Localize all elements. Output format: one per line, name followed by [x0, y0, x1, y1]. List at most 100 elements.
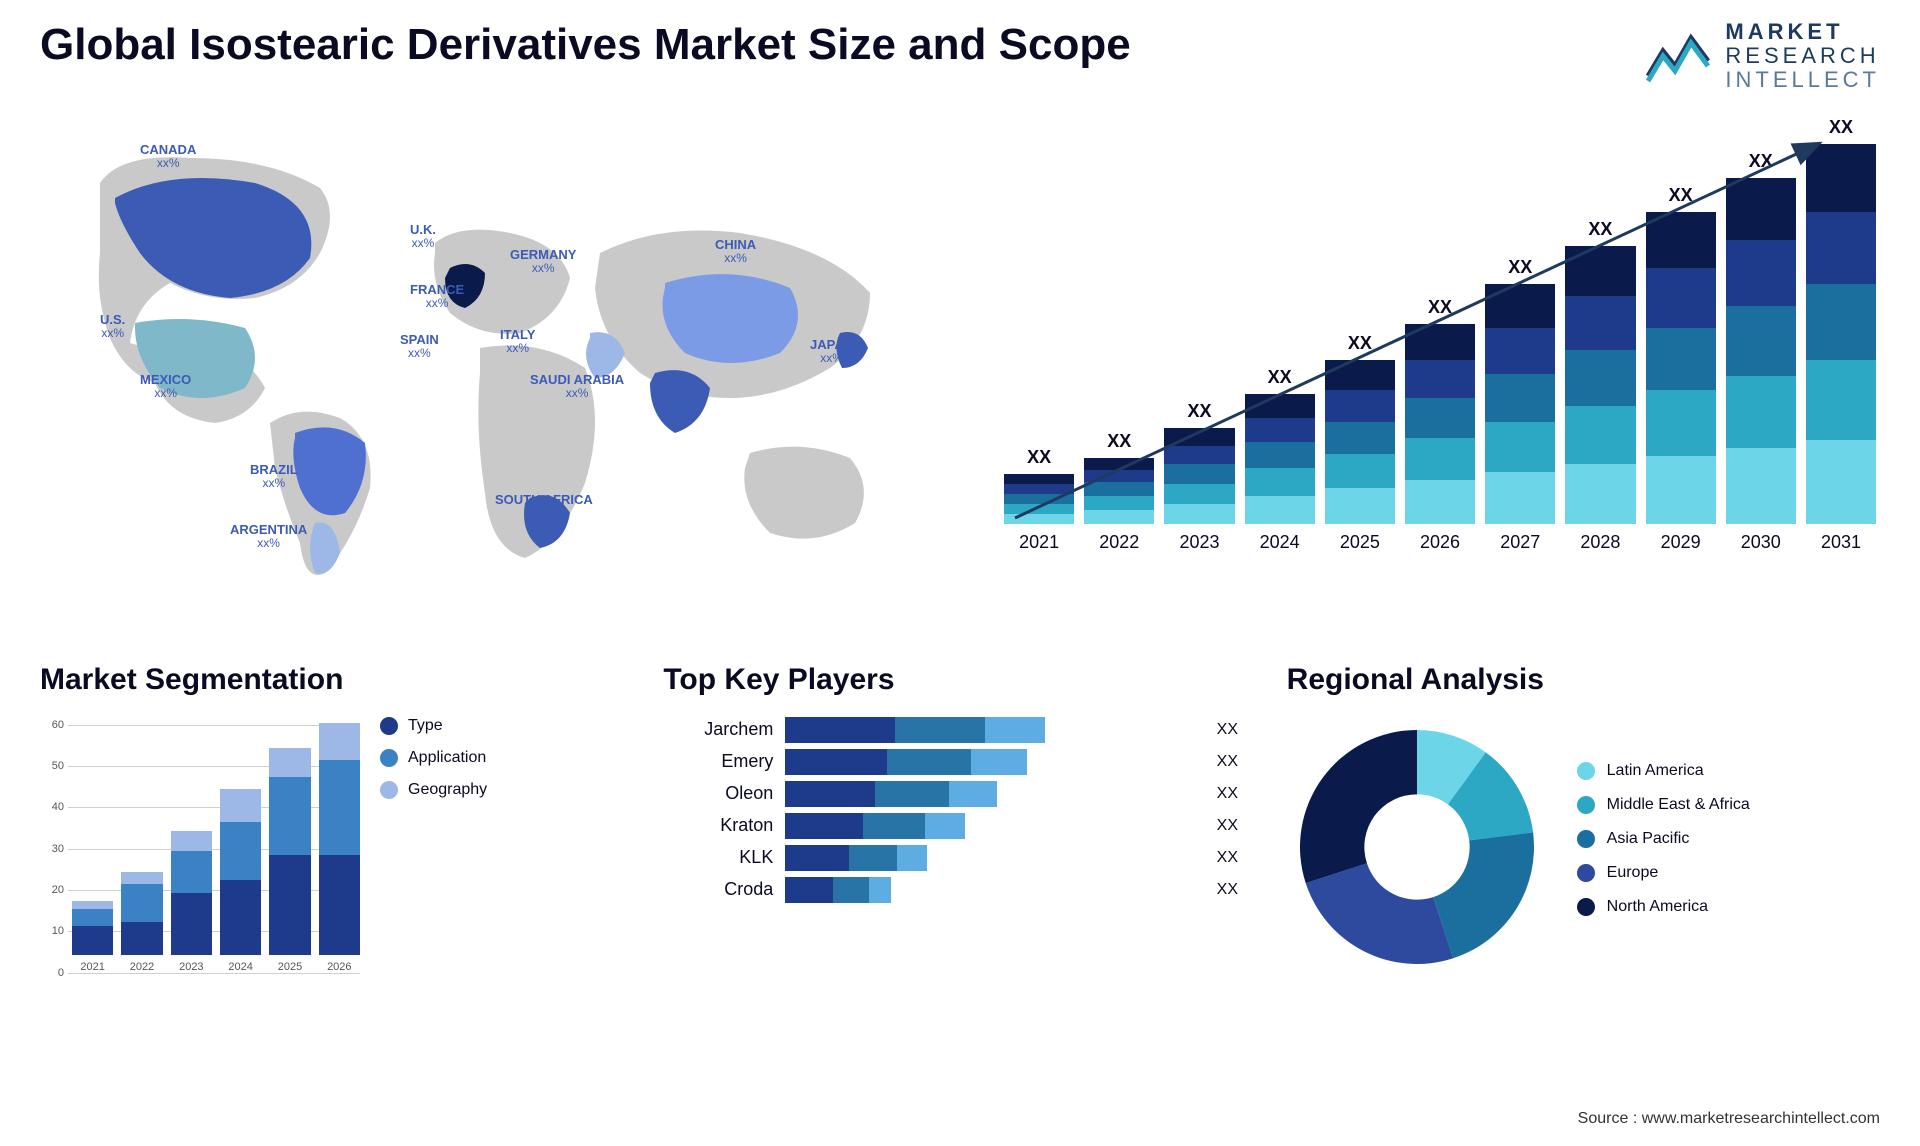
player-bar-segment	[785, 877, 833, 903]
bar-segment	[1004, 484, 1074, 494]
y-tick-label: 30	[40, 843, 64, 855]
bar-segment	[1806, 284, 1876, 360]
seg-bar-2026: 2026	[319, 723, 360, 972]
segmentation-chart: 0102030405060202120222023202420252026	[40, 717, 360, 997]
seg-segment	[72, 926, 113, 955]
seg-segment	[171, 893, 212, 955]
bar-segment	[1806, 144, 1876, 212]
map-label-u-k-: U.K.xx%	[410, 223, 436, 250]
bar-segment	[1565, 246, 1635, 296]
segmentation-legend: Type Application Geography	[380, 717, 487, 997]
seg-legend-item: Type	[380, 717, 487, 735]
bar-segment	[1164, 464, 1234, 484]
map-label-mexico: MEXICOxx%	[140, 373, 191, 400]
player-name: Croda	[663, 879, 773, 900]
growth-bar-2030: XX2030	[1726, 151, 1796, 553]
bar-segment	[1485, 472, 1555, 524]
player-value-label: XX	[1217, 785, 1257, 803]
bar-segment	[1084, 458, 1154, 470]
legend-label: North America	[1607, 898, 1708, 916]
map-label-france: FRANCExx%	[410, 283, 464, 310]
player-value-label: XX	[1217, 817, 1257, 835]
player-name: Kraton	[663, 815, 773, 836]
player-bar-segment	[925, 813, 965, 839]
player-bar	[785, 845, 927, 871]
bar-segment	[1405, 480, 1475, 524]
player-bar-segment	[897, 845, 927, 871]
bar-value-label: XX	[1348, 333, 1372, 354]
top-row: CANADAxx%U.S.xx%MEXICOxx%BRAZILxx%ARGENT…	[40, 123, 1880, 623]
player-bar	[785, 781, 997, 807]
map-label-canada: CANADAxx%	[140, 143, 196, 170]
header: Global Isostearic Derivatives Market Siz…	[40, 20, 1880, 93]
legend-label: Middle East & Africa	[1607, 796, 1750, 814]
seg-segment	[171, 831, 212, 852]
seg-segment	[220, 789, 261, 822]
seg-segment	[220, 880, 261, 954]
y-tick-label: 10	[40, 925, 64, 937]
page-title: Global Isostearic Derivatives Market Siz…	[40, 20, 1131, 70]
player-bar-segment	[875, 781, 949, 807]
bar-segment	[1485, 328, 1555, 374]
legend-dot-icon	[380, 781, 398, 799]
growth-bar-2028: XX2028	[1565, 219, 1635, 553]
bar-segment	[1726, 240, 1796, 306]
bar-segment	[1565, 350, 1635, 406]
map-label-u-s-: U.S.xx%	[100, 313, 125, 340]
year-label: 2026	[1420, 532, 1460, 553]
y-tick-label: 40	[40, 801, 64, 813]
player-bar-segment	[949, 781, 997, 807]
growth-bar-2029: XX 2029	[1646, 185, 1716, 553]
player-bar-segment	[785, 781, 875, 807]
donut-legend-item: Latin America	[1577, 762, 1750, 780]
year-label: 2023	[1179, 532, 1219, 553]
legend-label: Geography	[408, 781, 487, 799]
y-tick-label: 60	[40, 719, 64, 731]
seg-segment	[171, 851, 212, 892]
seg-segment	[269, 748, 310, 777]
bar-segment	[1806, 360, 1876, 440]
bar-segment	[1726, 178, 1796, 240]
year-label: 2021	[1019, 532, 1059, 553]
legend-dot-icon	[1577, 898, 1595, 916]
bar-segment	[1405, 324, 1475, 360]
bar-segment	[1084, 470, 1154, 482]
bar-segment	[1485, 374, 1555, 422]
year-label: 2029	[1661, 532, 1701, 553]
key-players-panel: Top Key Players JarchemXXEmeryXXOleonXXK…	[663, 663, 1256, 997]
bar-segment	[1405, 438, 1475, 480]
bar-segment	[1164, 446, 1234, 464]
growth-bar-2022: XX2022	[1084, 431, 1154, 553]
player-name: KLK	[663, 847, 773, 868]
bar-segment	[1004, 514, 1074, 524]
donut-slice-2	[1433, 832, 1534, 958]
bar-segment	[1325, 488, 1395, 524]
bar-segment	[1646, 328, 1716, 390]
bar-segment	[1646, 390, 1716, 456]
year-label: 2025	[1340, 532, 1380, 553]
year-label: 2027	[1500, 532, 1540, 553]
donut-legend-item: Middle East & Africa	[1577, 796, 1750, 814]
player-name: Oleon	[663, 783, 773, 804]
seg-year-label: 2022	[130, 961, 154, 973]
player-bar-segment	[869, 877, 891, 903]
seg-segment	[319, 760, 360, 855]
bottom-row: Market Segmentation 01020304050602021202…	[40, 663, 1880, 997]
bar-value-label: XX	[1508, 257, 1532, 278]
seg-bar-2021: 2021	[72, 901, 113, 973]
donut-legend-item: North America	[1577, 898, 1750, 916]
bar-value-label: XX	[1428, 297, 1452, 318]
legend-label: Type	[408, 717, 443, 735]
growth-bar-2023: XX2023	[1164, 401, 1234, 553]
bar-segment	[1004, 474, 1074, 484]
player-bar	[785, 717, 1045, 743]
seg-year-label: 2021	[80, 961, 104, 973]
bar-segment	[1485, 284, 1555, 328]
donut-slice-3	[1305, 863, 1452, 964]
legend-dot-icon	[380, 749, 398, 767]
bar-segment	[1245, 468, 1315, 496]
bar-value-label: XX	[1669, 185, 1693, 206]
legend-label: Application	[408, 749, 486, 767]
bar-segment	[1325, 360, 1395, 390]
map-label-india: INDIAxx%	[660, 403, 695, 430]
